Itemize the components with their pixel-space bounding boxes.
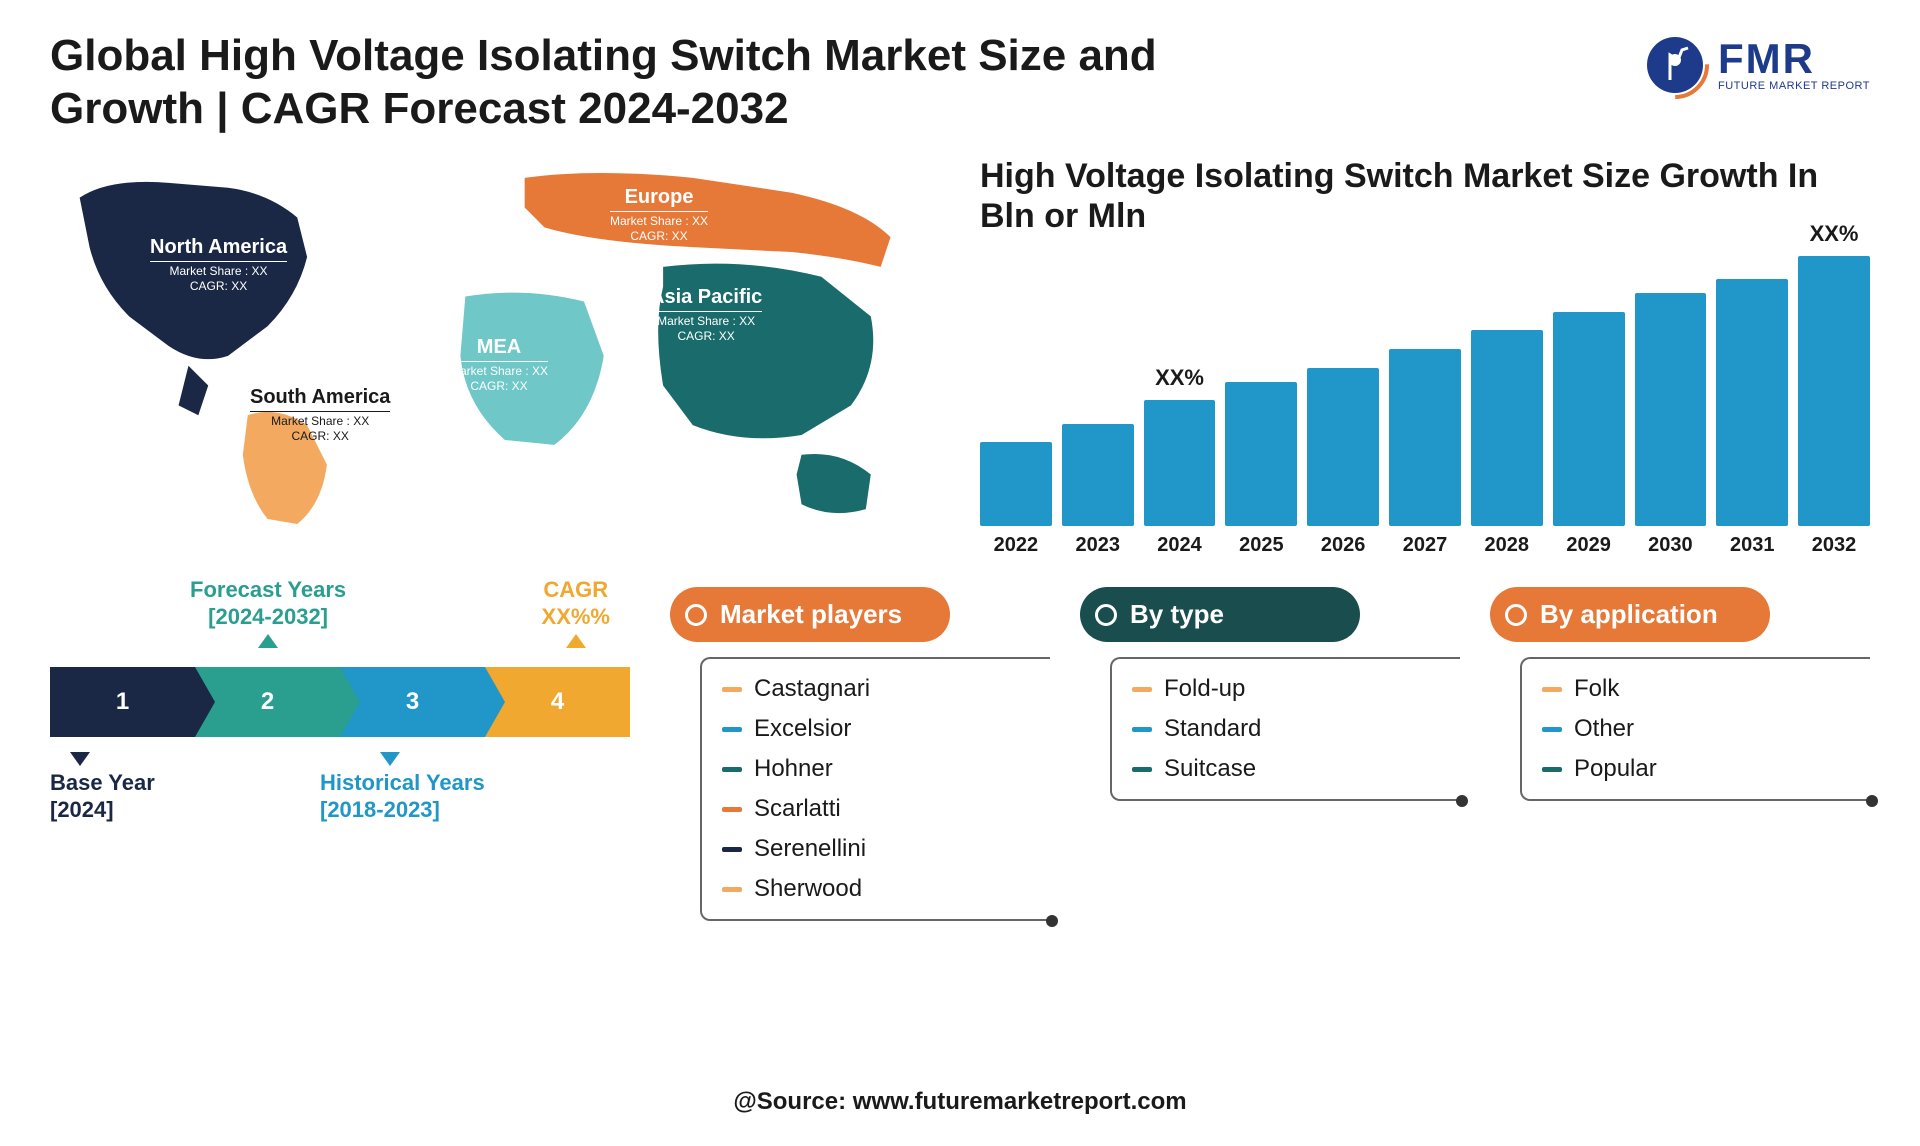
fmr-logo-icon [1640,30,1710,100]
list-item: Castagnari [722,669,1050,709]
cagr-label: CAGR XX%% [542,577,610,648]
bar-2022: 2022 [980,442,1052,557]
source-attribution: @Source: www.futuremarketreport.com [733,1088,1186,1116]
world-map: North AmericaMarket Share : XXCAGR: XX So… [50,156,940,536]
chart-title: High Voltage Isolating Switch Market Siz… [980,156,1870,238]
bar-2030: 2030 [1635,293,1707,557]
category-header: Market players [670,587,950,642]
list-item: Serenellini [722,829,1050,869]
list-item: Standard [1132,709,1460,749]
list-item: Popular [1542,749,1870,789]
bar-2024: XX%2024 [1144,400,1216,557]
region-south-america: South AmericaMarket Share : XXCAGR: XX [250,386,390,445]
bar-2032: XX%2032 [1798,256,1870,558]
list-item: Hohner [722,749,1050,789]
historical-label: Historical Years [2018-2023] [320,752,485,823]
category-header: By application [1490,587,1770,642]
bar-chart: 20222023XX%20242025202620272028202920302… [980,257,1870,557]
category-by-application: By application FolkOtherPopular [1490,587,1870,921]
logo: FMR FUTURE MARKET REPORT [1640,30,1870,100]
category-by-type: By type Fold-upStandardSuitcase [1080,587,1460,921]
timeline-step-2: 2 [195,667,340,737]
top-section: North AmericaMarket Share : XXCAGR: XX So… [50,156,1870,558]
timeline-step-4: 4 [485,667,630,737]
logo-main: FMR [1718,38,1870,80]
region-europe: EuropeMarket Share : XXCAGR: XX [610,186,708,245]
list-item: Excelsior [722,709,1050,749]
base-year-label: Base Year [2024] [50,752,155,823]
logo-sub: FUTURE MARKET REPORT [1718,80,1870,92]
timeline-chevrons: 1234 [50,667,630,737]
list-item: Other [1542,709,1870,749]
bar-2029: 2029 [1553,312,1625,558]
category-header: By type [1080,587,1360,642]
bar-2031: 2031 [1716,279,1788,557]
bar-2025: 2025 [1225,382,1297,558]
timeline-step-3: 3 [340,667,485,737]
list-item: Scarlatti [722,789,1050,829]
bottom-section: Forecast Years [2024-2032] CAGR XX%% 123… [50,587,1870,921]
list-item: Fold-up [1132,669,1460,709]
region-north-america: North AmericaMarket Share : XXCAGR: XX [150,236,287,295]
bar-2028: 2028 [1471,330,1543,557]
timeline-step-1: 1 [50,667,195,737]
region-mea: MEAMarket Share : XXCAGR: XX [450,336,548,395]
bar-chart-section: High Voltage Isolating Switch Market Siz… [980,156,1870,558]
forecast-label: Forecast Years [2024-2032] [190,577,346,648]
region-asia-pacific: Asia PacificMarket Share : XXCAGR: XX [650,286,762,345]
bar-2026: 2026 [1307,368,1379,558]
header: Global High Voltage Isolating Switch Mar… [50,30,1870,136]
page-title: Global High Voltage Isolating Switch Mar… [50,30,1300,136]
category-market-players: Market playersCastagnariExcelsiorHohnerS… [670,587,1050,921]
bar-2027: 2027 [1389,349,1461,557]
list-item: Suitcase [1132,749,1460,789]
list-item: Folk [1542,669,1870,709]
bar-2023: 2023 [1062,424,1134,558]
timeline-section: Forecast Years [2024-2032] CAGR XX%% 123… [50,587,630,737]
list-item: Sherwood [722,869,1050,909]
